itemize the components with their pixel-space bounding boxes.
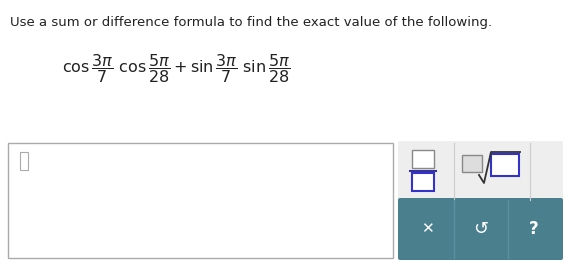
Text: ✕: ✕: [420, 221, 434, 236]
FancyBboxPatch shape: [398, 141, 563, 202]
Text: ?: ?: [529, 220, 539, 238]
Bar: [491, 154, 519, 176]
Text: Use a sum or difference formula to find the exact value of the following.: Use a sum or difference formula to find …: [10, 16, 492, 29]
Bar: [8, 143, 393, 258]
Text: $\cos\dfrac{3\pi}{7}\ \cos\dfrac{5\pi}{28}+\sin\dfrac{3\pi}{7}\ \sin\dfrac{5\pi}: $\cos\dfrac{3\pi}{7}\ \cos\dfrac{5\pi}{2…: [62, 52, 290, 85]
Text: ↺: ↺: [473, 220, 489, 238]
FancyBboxPatch shape: [398, 198, 563, 260]
Bar: [462, 155, 482, 172]
Bar: [412, 173, 434, 191]
Bar: [20, 152, 28, 170]
Bar: [412, 150, 434, 168]
